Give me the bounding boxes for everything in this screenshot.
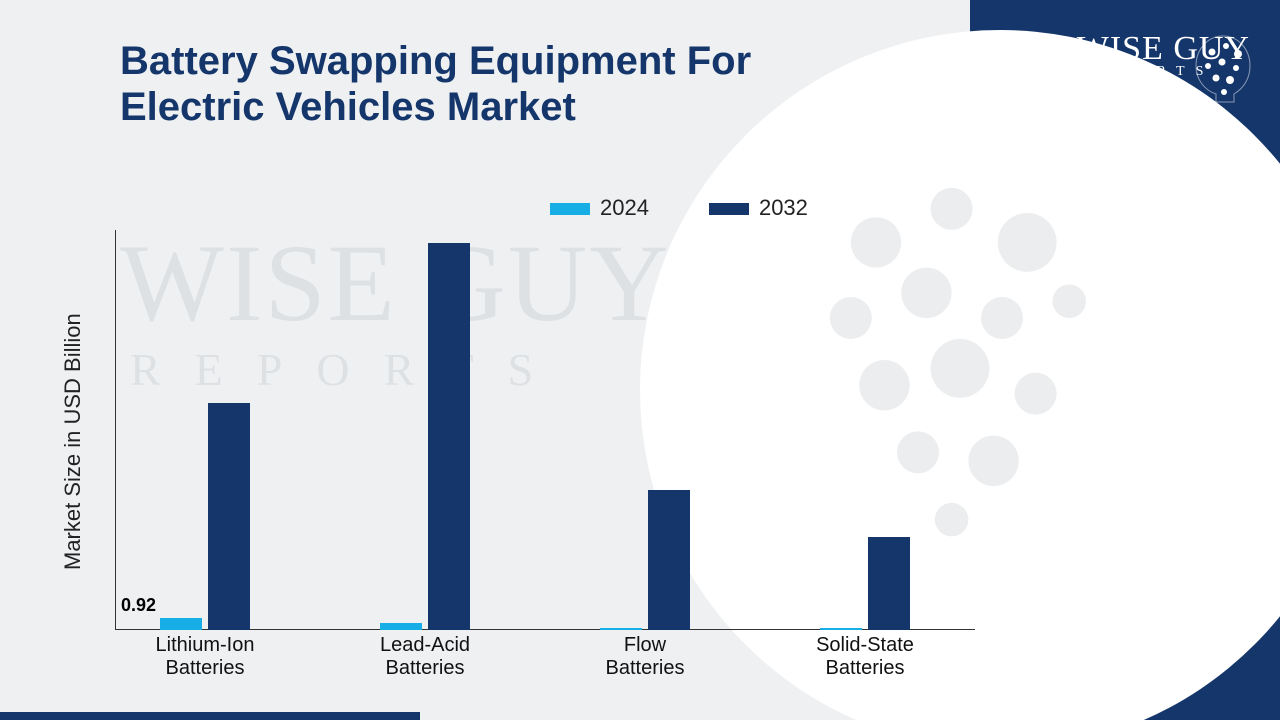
brand-name-line1: WISE GUY [1077, 30, 1250, 68]
bar [648, 490, 690, 630]
category-label: Solid-State Batteries [775, 634, 955, 680]
bottom-accent-bar [0, 712, 420, 720]
brand-logo: WISE GUY REPORTS [1077, 30, 1250, 80]
bar-value-label: 0.92 [121, 595, 156, 616]
plot-area: 0.92 [115, 230, 975, 630]
category-label: Lead-Acid Batteries [335, 634, 515, 680]
y-axis-label: Market Size in USD Billion [60, 313, 86, 570]
bar [380, 623, 422, 630]
bar [428, 243, 470, 630]
y-axis-line [115, 230, 116, 630]
legend-label: 2032 [759, 195, 808, 220]
legend-item: 2024 [550, 195, 649, 221]
bar [208, 403, 250, 630]
category-labels: Lithium-Ion Batteries Lead-Acid Batteries… [115, 634, 975, 694]
canvas: WISE GUY REPORTS WISE GUY REPORTS Batter… [0, 0, 1280, 720]
legend-label: 2024 [600, 195, 649, 220]
bar [868, 537, 910, 630]
legend-swatch [550, 203, 590, 215]
bar [600, 628, 642, 630]
category-label: Lithium-Ion Batteries [115, 634, 295, 680]
legend-item: 2032 [709, 195, 808, 221]
chart-title: Battery Swapping Equipment For Electric … [120, 38, 880, 130]
bar [160, 618, 202, 630]
category-label: Flow Batteries [555, 634, 735, 680]
legend: 2024 2032 [550, 195, 808, 221]
bar [820, 628, 862, 630]
legend-swatch [709, 203, 749, 215]
